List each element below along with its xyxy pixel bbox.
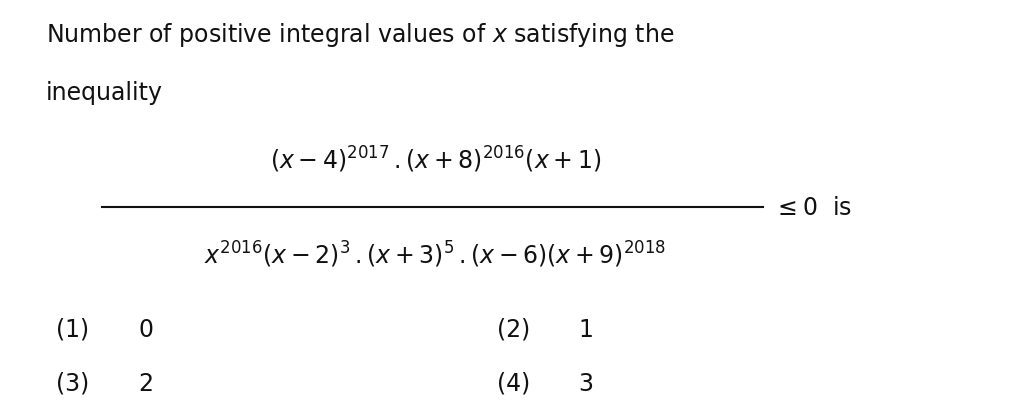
Text: $x^{2016}(x-2)^3\,.(x+3)^5\,.(x-6)(x+9)^{2018}$: $x^{2016}(x-2)^3\,.(x+3)^5\,.(x-6)(x+9)^…	[204, 240, 667, 270]
Text: (3): (3)	[56, 372, 89, 396]
Text: inequality: inequality	[46, 81, 163, 105]
Text: 3: 3	[579, 372, 594, 396]
Text: Number of positive integral values of $x$ satisfying the: Number of positive integral values of $x…	[46, 21, 675, 49]
Text: (4): (4)	[497, 372, 529, 396]
Text: 1: 1	[579, 318, 594, 342]
Text: 2: 2	[138, 372, 154, 396]
Text: (2): (2)	[497, 318, 529, 342]
Text: 0: 0	[138, 318, 154, 342]
Text: $(x-4)^{2017}\,.(x+8)^{2016}(x+1)$: $(x-4)^{2017}\,.(x+8)^{2016}(x+1)$	[269, 145, 601, 175]
Text: (1): (1)	[56, 318, 89, 342]
Text: $\leq 0$  is: $\leq 0$ is	[773, 195, 852, 220]
